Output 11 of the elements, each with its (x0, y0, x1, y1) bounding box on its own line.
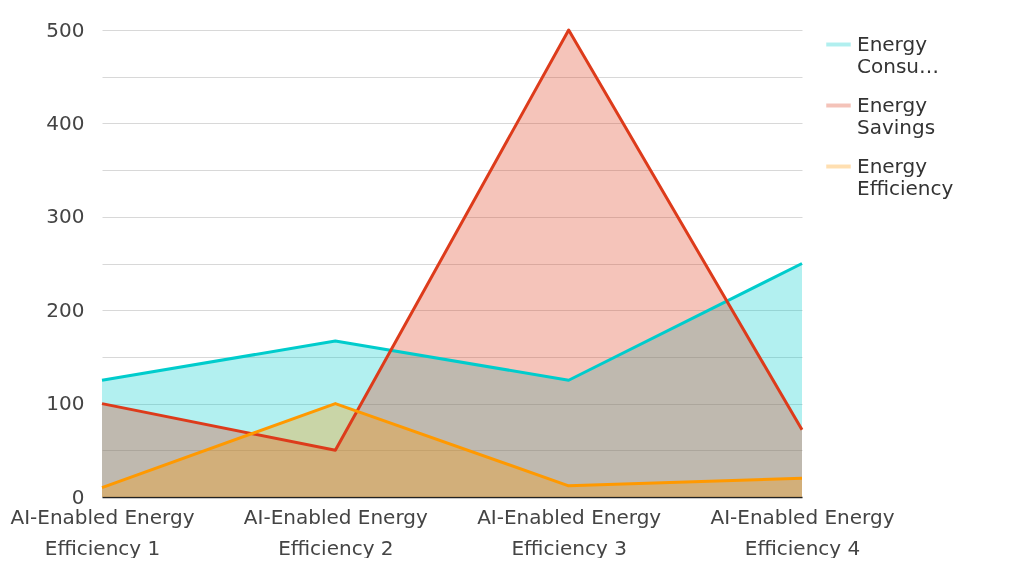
y-tick-label: 100 (46, 391, 85, 416)
y-tick-label: 500 (46, 17, 85, 42)
x-tick-label: AI-Enabled Energy Efficiency 2 (243, 504, 428, 560)
x-tick-label: AI-Enabled Energy Efficiency 3 (477, 504, 662, 560)
x-tick-label: AI-Enabled Energy Efficiency 4 (710, 504, 895, 560)
y-tick-label: 300 (46, 204, 85, 229)
y-tick-label: 400 (46, 110, 85, 135)
legend-label: Energy Savings (857, 92, 936, 139)
legend-label: Energy Efficiency (857, 153, 954, 200)
legend-label: Energy Consu… (857, 31, 939, 78)
y-tick-label: 200 (46, 297, 85, 322)
